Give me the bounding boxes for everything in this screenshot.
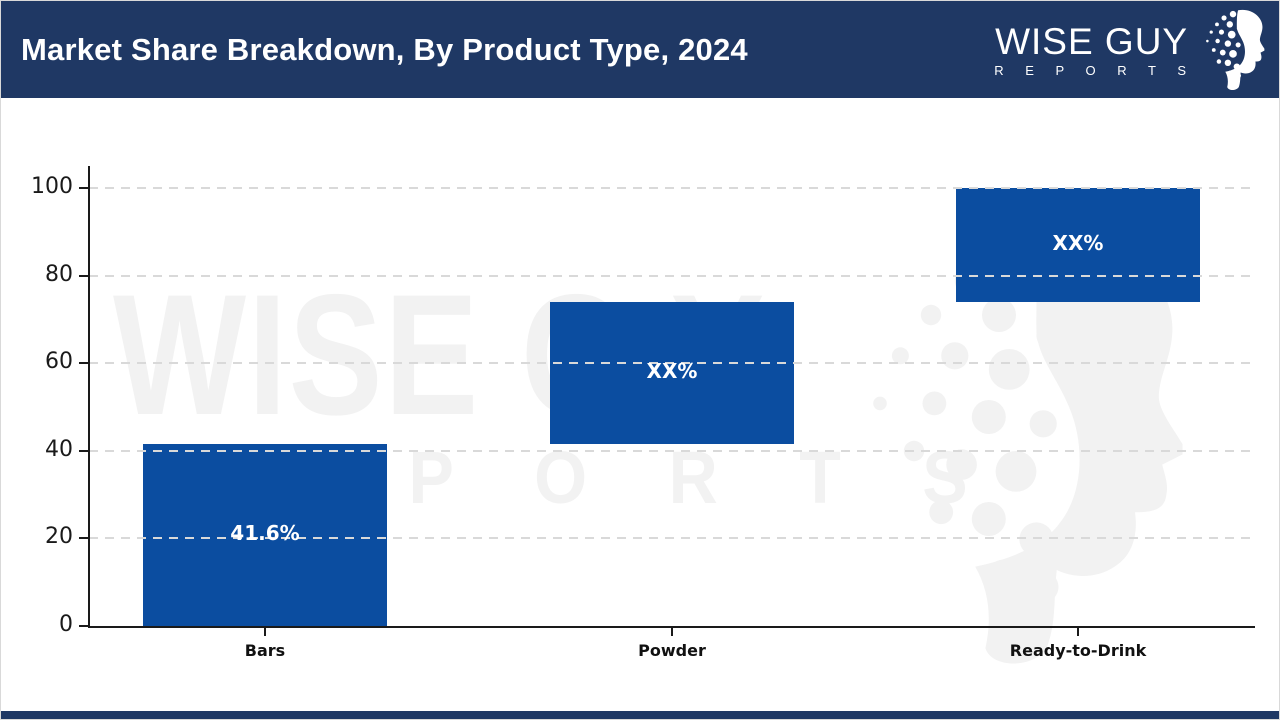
bar-powder bbox=[550, 301, 794, 444]
x-category-label: Powder bbox=[638, 641, 706, 660]
bar-ready-to-drink bbox=[956, 188, 1200, 302]
y-tick-label: 80 bbox=[45, 261, 73, 287]
y-axis-line bbox=[88, 166, 90, 628]
y-tick-label: 60 bbox=[45, 349, 73, 375]
y-tick-mark bbox=[79, 449, 88, 452]
page-title: Market Share Breakdown, By Product Type,… bbox=[21, 31, 748, 67]
bar-bars bbox=[143, 443, 387, 626]
x-category-label: Ready-to-Drink bbox=[1009, 641, 1147, 660]
gridline-80 bbox=[89, 274, 1254, 277]
y-tick-label: 20 bbox=[45, 524, 73, 550]
x-tick-mark bbox=[264, 628, 266, 636]
y-tick-label: 40 bbox=[45, 436, 73, 462]
bar-value-label: 41.6% bbox=[230, 520, 300, 545]
x-tick-mark bbox=[1077, 628, 1079, 636]
gridline-20 bbox=[89, 537, 1254, 540]
gridline-40 bbox=[89, 449, 1254, 452]
logo-wordmark: WISE GUY bbox=[995, 20, 1189, 62]
header-bar: Market Share Breakdown, By Product Type,… bbox=[1, 1, 1279, 98]
x-category-label: Bars bbox=[244, 641, 286, 660]
wiseguy-logo: WISE GUY R E P O R T S bbox=[988, 9, 1279, 91]
y-tick-label: 100 bbox=[31, 174, 73, 199]
y-tick-mark bbox=[79, 362, 88, 365]
footer-bar bbox=[1, 711, 1279, 719]
y-tick-mark bbox=[79, 187, 88, 189]
logo-head-icon bbox=[1206, 9, 1265, 90]
gridline-60 bbox=[89, 362, 1254, 365]
y-tick-mark bbox=[79, 625, 88, 627]
x-tick-mark bbox=[671, 628, 673, 636]
logo-subtitle: R E P O R T S bbox=[994, 62, 1195, 78]
logo-wordmark-block: WISE GUY R E P O R T S bbox=[988, 23, 1195, 77]
y-tick-mark bbox=[79, 274, 88, 277]
y-tick-mark bbox=[79, 537, 88, 540]
gridline-100 bbox=[89, 187, 1254, 189]
x-axis-line bbox=[88, 626, 1255, 628]
bar-value-label: XX% bbox=[1052, 230, 1104, 255]
bar-value-label: XX% bbox=[646, 358, 698, 383]
y-tick-label: 0 bbox=[59, 612, 73, 637]
